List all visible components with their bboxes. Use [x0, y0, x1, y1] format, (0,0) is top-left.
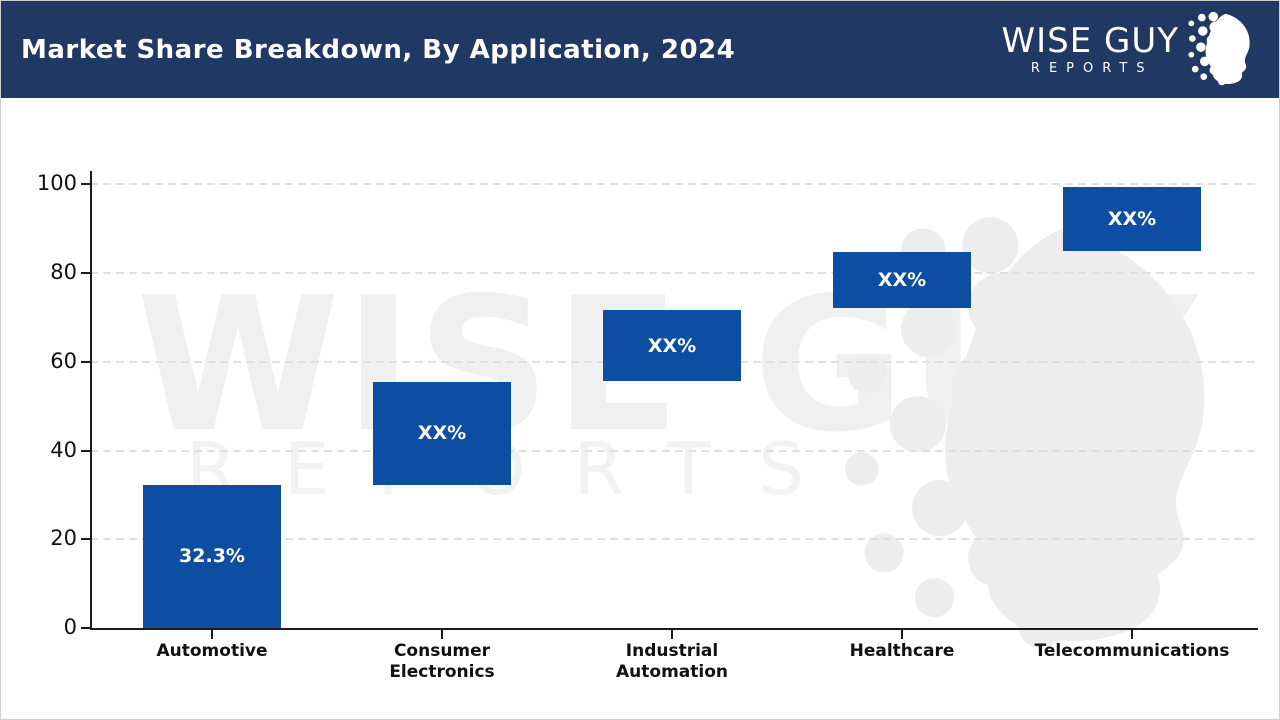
- x-axis-category-label: Telecommunications: [1034, 641, 1230, 661]
- x-axis-category-label: Industrial Automation: [616, 641, 728, 683]
- y-axis-tick: [81, 272, 90, 275]
- x-axis-tick: [1131, 630, 1133, 639]
- x-axis-line: [90, 628, 1258, 630]
- watermark-subtext: REPORTS: [186, 427, 853, 511]
- logo-wordmark: WISE GUY REPORTS: [1001, 24, 1179, 76]
- x-axis-tick: [901, 630, 903, 639]
- x-axis-tick: [441, 630, 443, 639]
- y-axis-tick: [81, 538, 90, 541]
- bar-value-label: XX%: [877, 268, 927, 291]
- logo-head-icon: [1188, 11, 1250, 85]
- x-axis-category-label: Automotive: [156, 641, 268, 661]
- waterfall-bar: XX%: [373, 382, 511, 485]
- y-axis-tick: [81, 627, 90, 629]
- x-axis-category-label: Healthcare: [849, 641, 955, 661]
- x-axis-tick: [671, 630, 673, 639]
- logo-wordmark-line2: REPORTS: [1030, 60, 1154, 76]
- x-axis-category-label: Consumer Electronics: [389, 641, 495, 683]
- x-axis-tick: [211, 630, 213, 639]
- gridline: [90, 272, 1258, 275]
- y-axis-tick: [81, 449, 90, 452]
- logo-wordmark-line1: WISE GUY: [1001, 20, 1179, 61]
- y-axis-tick-label: 20: [50, 526, 77, 551]
- waterfall-bar: 32.3%: [143, 484, 281, 628]
- chart-title: Market Share Breakdown, By Application, …: [21, 34, 736, 65]
- gridline: [90, 538, 1258, 541]
- wiseguy-logo: WISE GUY REPORTS: [1001, 10, 1255, 90]
- waterfall-bar: XX%: [603, 310, 741, 382]
- gridline: [90, 183, 1258, 186]
- y-axis-tick-label: 60: [50, 348, 77, 373]
- waterfall-bar: XX%: [1063, 186, 1201, 251]
- y-axis-tick-label: 100: [36, 171, 77, 196]
- bar-value-label: 32.3%: [179, 545, 245, 568]
- bar-value-label: XX%: [1107, 207, 1157, 230]
- y-axis-tick: [81, 183, 90, 186]
- y-axis-tick: [81, 360, 90, 363]
- bar-value-label: XX%: [417, 422, 467, 445]
- gridline: [90, 449, 1258, 452]
- waterfall-bar: XX%: [833, 251, 971, 309]
- bar-value-label: XX%: [647, 334, 697, 357]
- header-bar: Market Share Breakdown, By Application, …: [1, 1, 1279, 98]
- y-axis-line: [90, 171, 92, 630]
- y-axis-tick-label: 80: [50, 260, 77, 285]
- y-axis-tick-label: 40: [50, 437, 77, 462]
- y-axis-tick-label: 0: [63, 615, 77, 639]
